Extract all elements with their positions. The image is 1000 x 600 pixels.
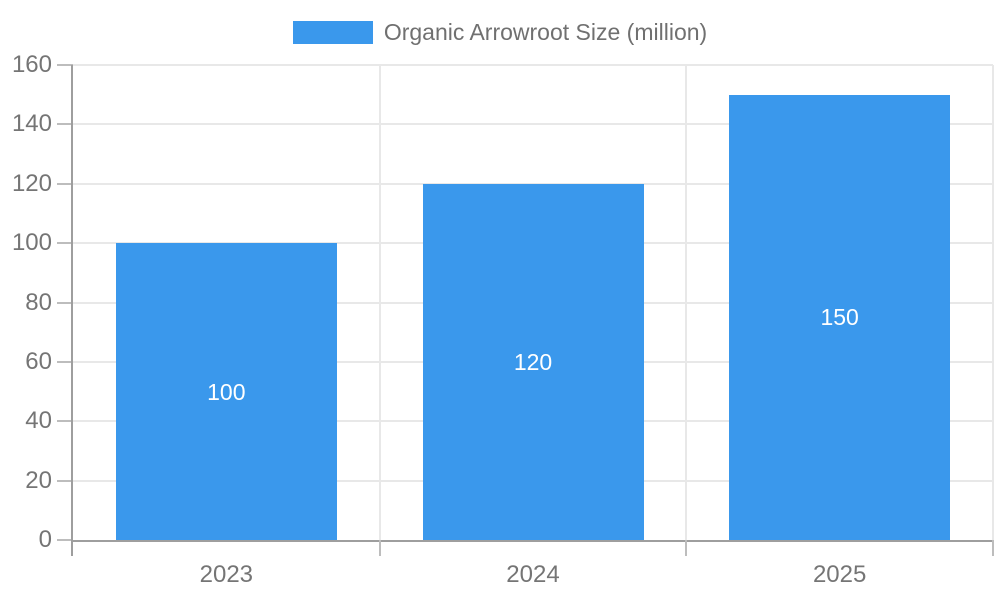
y-axis-tick-label: 100 [11,229,52,257]
x-axis-tick [378,540,381,556]
legend-swatch [292,20,373,44]
legend-label: Organic Arrowroot Size (million) [383,19,708,45]
y-axis-tick-label: 140 [11,110,52,138]
x-axis-tick-label: 2024 [506,561,560,588]
y-axis-line [71,65,73,556]
y-axis-tick [57,420,73,423]
x-gridline [378,65,381,540]
y-axis-tick [57,360,73,363]
y-gridline [73,123,993,126]
y-axis-tick-label: 80 [25,288,52,316]
y-axis-tick [57,479,73,482]
bar-value-label: 120 [513,348,553,375]
y-axis-tick-label: 160 [11,51,52,78]
legend-item[interactable]: Organic Arrowroot Size (million) [0,19,1000,45]
y-axis-tick-label: 120 [11,169,52,197]
x-axis-line [73,540,993,542]
y-gridline [73,64,993,66]
x-axis-tick-label: 2025 [812,561,867,588]
y-axis-tick-label: 40 [25,407,52,435]
bar-value-label: 150 [820,304,859,331]
bar-2023[interactable]: 100 [115,243,337,540]
x-gridline [685,65,688,540]
x-axis-tick-label: 2023 [199,561,254,588]
plot-area: 0 20 40 60 80 100 120 140 160 100 120 150 2023 2024 20… [12,51,994,588]
bar-2024[interactable]: 120 [422,183,644,540]
y-axis-tick [57,242,73,245]
y-axis-tick-label: 60 [25,347,52,375]
y-axis-tick [57,301,73,304]
y-axis-tick [57,123,73,126]
y-axis-tick-label: 20 [25,466,52,494]
bar-value-label: 100 [207,378,246,405]
x-axis-tick [685,540,688,556]
y-axis-tick [57,539,73,541]
y-axis-tick-label: 0 [38,526,52,553]
y-axis-tick [57,182,73,185]
bar-2025[interactable]: 150 [729,94,951,540]
x-gridline [992,65,994,540]
x-axis-tick [992,540,994,556]
y-axis-tick [57,64,73,66]
